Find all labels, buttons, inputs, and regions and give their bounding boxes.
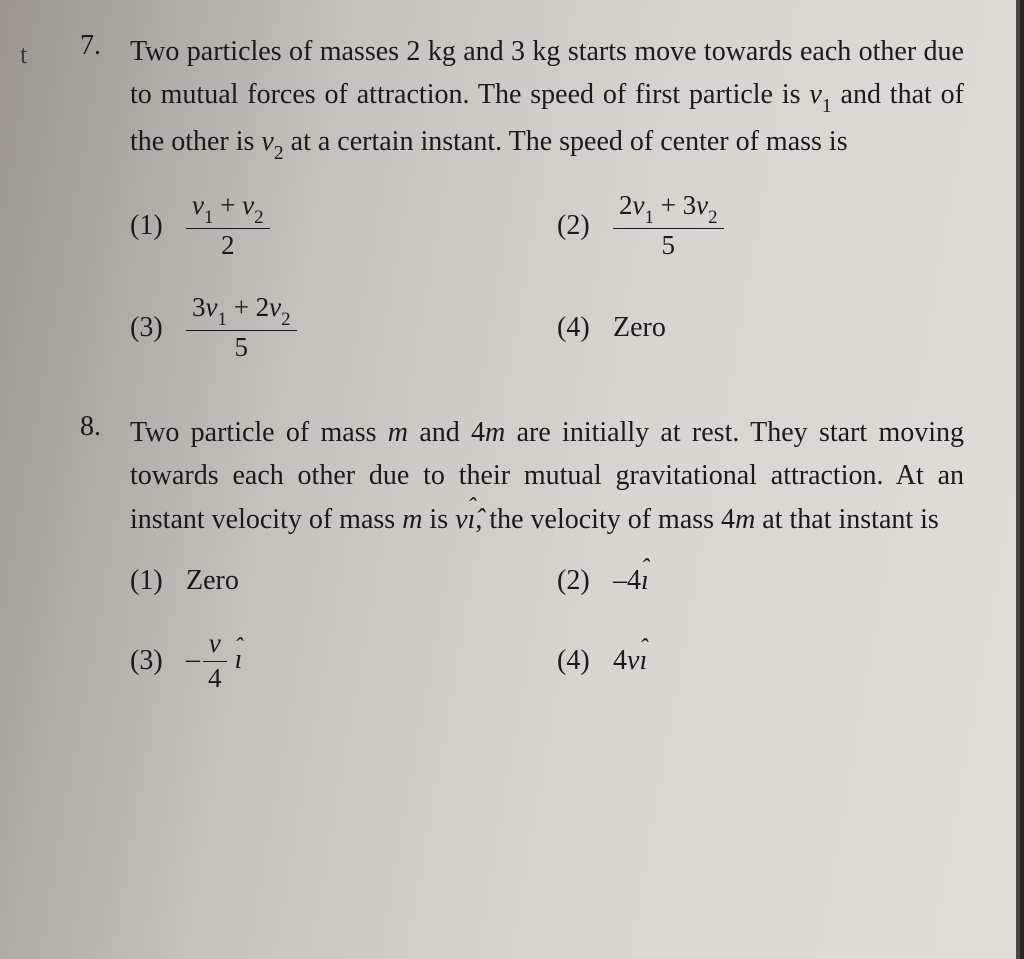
question-text: Two particle of mass m and 4m are initia… [130,411,964,541]
question-number: 8. [80,411,130,443]
answer-option: (3)–v4 ı [130,629,537,693]
option-value: Zero [186,565,239,597]
option-value: –v4 ı [186,629,242,693]
answer-option: (4)Zero [557,293,964,363]
option-label: (3) [130,312,186,344]
answer-option: (2)2v1 + 3v25 [557,191,964,261]
answer-option: (1)Zero [130,565,537,597]
page-content: t 7.Two particles of masses 2 kg and 3 k… [80,30,964,694]
option-value: 4vı [613,645,647,677]
option-label: (2) [557,565,613,597]
option-value: Zero [613,312,666,344]
option-label: (4) [557,312,613,344]
question-text: Two particles of masses 2 kg and 3 kg st… [130,30,964,167]
questions-container: 7.Two particles of masses 2 kg and 3 kg … [80,30,964,694]
option-value: –4ı [613,565,649,597]
option-label: (2) [557,210,613,242]
option-value: v1 + v22 [186,191,270,261]
question-block: 7.Two particles of masses 2 kg and 3 kg … [80,30,964,363]
options-grid: (1)Zero (2)–4ı (3)–v4 ı (4)4vı [130,565,964,693]
answer-option: (2)–4ı [557,565,964,597]
option-label: (4) [557,645,613,677]
option-label: (1) [130,210,186,242]
question-number: 7. [80,30,130,62]
option-label: (3) [130,645,186,677]
question-block: 8.Two particle of mass m and 4m are init… [80,411,964,694]
option-value: 3v1 + 2v25 [186,293,297,363]
margin-mark: t [20,40,27,70]
option-value: 2v1 + 3v25 [613,191,724,261]
answer-option: (4)4vı [557,629,964,693]
options-grid: (1)v1 + v22 (2)2v1 + 3v25 (3)3v1 + 2v25 (4)… [130,191,964,363]
answer-option: (3)3v1 + 2v25 [130,293,537,363]
answer-option: (1)v1 + v22 [130,191,537,261]
option-label: (1) [130,565,186,597]
